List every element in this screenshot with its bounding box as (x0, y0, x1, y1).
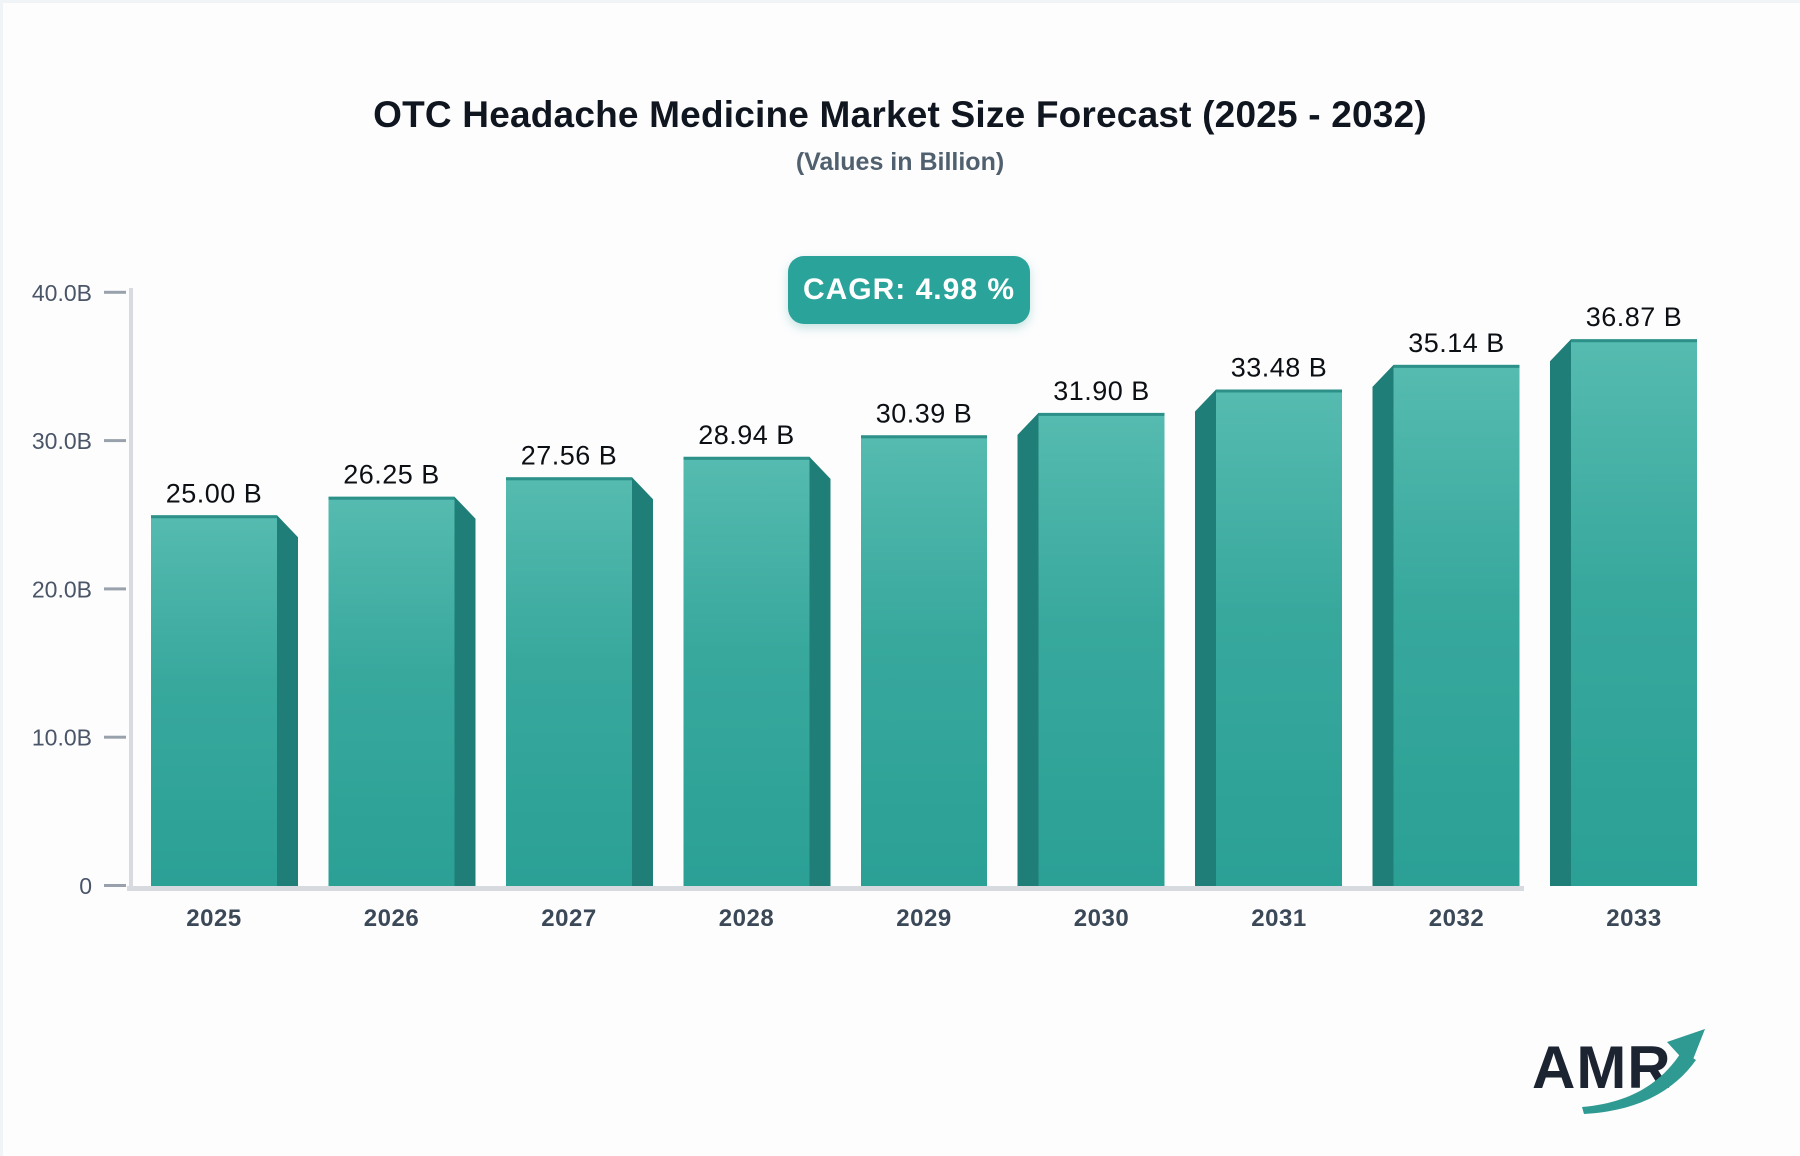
x-axis-line (127, 886, 1524, 891)
x-tick-label-2032: 2032 (1429, 905, 1484, 932)
bar-side-2025 (277, 515, 298, 886)
value-label-2031: 33.48 B (1231, 352, 1328, 382)
x-tick-label-2031: 2031 (1251, 905, 1306, 932)
bar-2025 (151, 515, 277, 886)
bar-2030 (1038, 412, 1165, 886)
bar-2026 (328, 496, 455, 886)
chart-subtitle: (Values in Billion) (795, 148, 1005, 176)
value-label-2027: 27.56 B (521, 440, 618, 470)
value-label-2026: 26.25 B (343, 460, 440, 490)
bar-2029 (861, 435, 987, 886)
value-label-2029: 30.39 B (876, 398, 973, 428)
x-tick-label-2033: 2033 (1606, 905, 1661, 932)
y-tick-0 (104, 884, 126, 887)
bar-2027 (506, 477, 632, 886)
bar-top-edge-2028 (683, 456, 810, 460)
bar-top-edge-2032 (1393, 364, 1520, 368)
y-tick-label-30.0B: 30.0B (32, 428, 92, 454)
bar-2032 (1393, 364, 1520, 887)
y-tick-label-10.0B: 10.0B (32, 725, 92, 751)
window-left-edge (0, 0, 3, 1156)
y-tick-40.0B (104, 290, 126, 294)
growth-arrow-icon (1582, 1029, 1705, 1114)
chart-title: OTC Headache Medicine Market Size Foreca… (373, 94, 1427, 135)
bar-top-edge-2033 (1571, 339, 1697, 343)
value-label-2033: 36.87 B (1586, 302, 1683, 332)
y-tick-label-40.0B: 40.0B (32, 280, 92, 306)
bar-side-2026 (454, 496, 476, 886)
amr-logo: AMR (1520, 1015, 1740, 1125)
bar-2033 (1571, 339, 1697, 886)
value-label-2032: 35.14 B (1408, 328, 1505, 358)
y-tick-30.0B (104, 439, 126, 443)
value-label-2028: 28.94 B (698, 420, 795, 450)
x-tick-label-2026: 2026 (364, 905, 419, 932)
bar-top-edge-2026 (328, 496, 455, 500)
bar-side-2027 (632, 477, 653, 886)
bar-top-edge-2029 (861, 435, 987, 439)
bar-side-2033 (1550, 339, 1571, 886)
value-label-2025: 25.00 B (166, 478, 263, 508)
bar-side-2032 (1372, 364, 1394, 887)
y-tick-20.0B (104, 587, 126, 591)
bar-top-edge-2027 (506, 477, 632, 481)
bar-top-edge-2025 (151, 515, 277, 519)
bar-side-2028 (809, 456, 831, 886)
bar-side-2030 (1017, 412, 1039, 886)
cagr-badge: CAGR: 4.98 % (788, 256, 1030, 324)
x-tick-label-2030: 2030 (1074, 905, 1129, 932)
bar-2028 (683, 456, 810, 886)
value-label-2030: 31.90 B (1053, 376, 1150, 406)
y-tick-10.0B (104, 735, 126, 739)
window-top-edge (0, 0, 1800, 3)
bar-2031 (1216, 389, 1342, 886)
y-tick-label-0: 0 (79, 873, 92, 899)
x-tick-label-2025: 2025 (186, 905, 241, 932)
bar-top-edge-2030 (1038, 412, 1165, 416)
y-axis-line (129, 288, 133, 890)
x-tick-label-2027: 2027 (541, 905, 596, 932)
cagr-badge-label: CAGR: 4.98 % (802, 273, 1016, 306)
bar-top-edge-2031 (1216, 389, 1342, 393)
x-tick-label-2028: 2028 (719, 905, 774, 932)
bar-side-2031 (1195, 389, 1216, 886)
y-tick-label-20.0B: 20.0B (32, 576, 92, 602)
x-tick-label-2029: 2029 (896, 905, 951, 932)
